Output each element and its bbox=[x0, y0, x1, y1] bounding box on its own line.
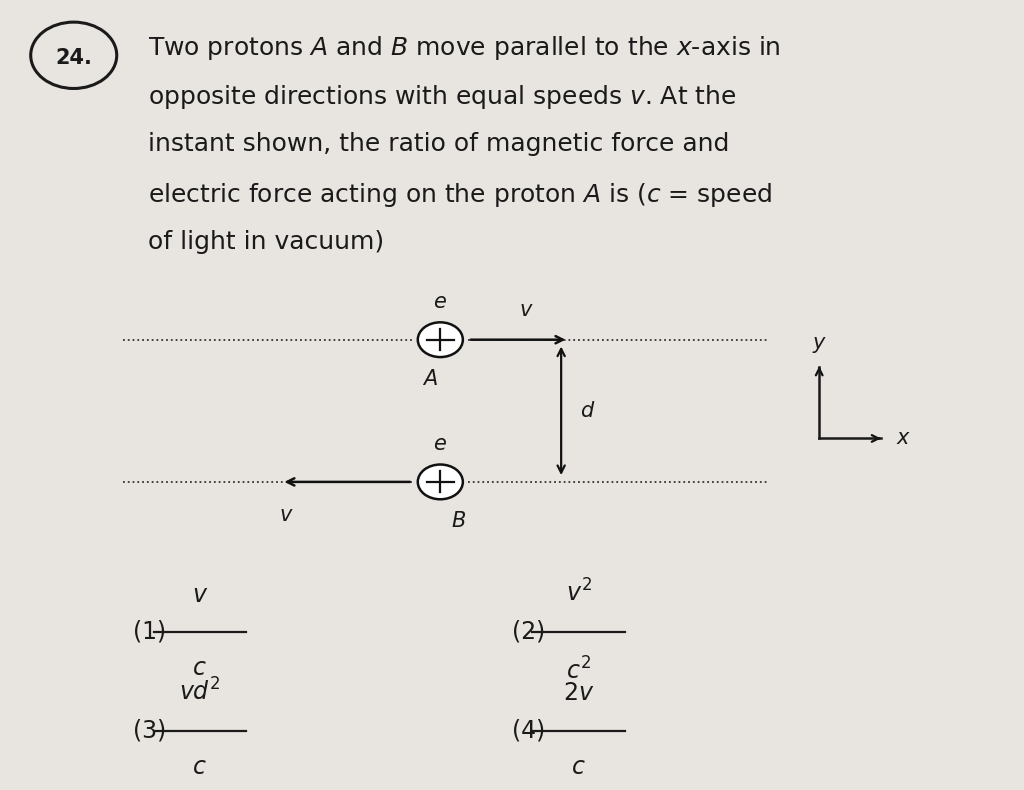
Text: $c$: $c$ bbox=[193, 657, 207, 680]
Text: $v^2$: $v^2$ bbox=[565, 580, 592, 607]
Text: electric force acting on the proton $A$ is ($c$ = speed: electric force acting on the proton $A$ … bbox=[148, 181, 772, 209]
Text: 24.: 24. bbox=[55, 47, 92, 68]
Text: (2): (2) bbox=[512, 620, 545, 644]
Text: $A$: $A$ bbox=[422, 369, 438, 389]
Text: $v$: $v$ bbox=[280, 506, 294, 525]
Text: $e$: $e$ bbox=[433, 293, 447, 312]
Text: opposite directions with equal speeds $v$. At the: opposite directions with equal speeds $v… bbox=[148, 83, 737, 111]
Text: $c$: $c$ bbox=[193, 756, 207, 779]
Text: $y$: $y$ bbox=[812, 336, 826, 356]
Text: $v$: $v$ bbox=[518, 301, 534, 320]
Circle shape bbox=[418, 322, 463, 357]
Circle shape bbox=[418, 465, 463, 499]
Text: instant shown, the ratio of magnetic force and: instant shown, the ratio of magnetic for… bbox=[148, 132, 730, 156]
Text: $B$: $B$ bbox=[452, 511, 466, 531]
Text: $vd^2$: $vd^2$ bbox=[179, 679, 220, 705]
Text: $d$: $d$ bbox=[580, 401, 595, 421]
Text: $v$: $v$ bbox=[191, 584, 208, 607]
Text: $e$: $e$ bbox=[433, 435, 447, 454]
Text: $c^2$: $c^2$ bbox=[566, 657, 591, 684]
Text: (3): (3) bbox=[133, 719, 166, 743]
Text: $c$: $c$ bbox=[571, 756, 586, 779]
Text: Two protons $A$ and $B$ move parallel to the $x$-axis in: Two protons $A$ and $B$ move parallel to… bbox=[148, 34, 781, 62]
Text: $2v$: $2v$ bbox=[563, 683, 594, 705]
Text: $x$: $x$ bbox=[896, 429, 911, 448]
Text: (1): (1) bbox=[133, 620, 166, 644]
Text: (4): (4) bbox=[512, 719, 545, 743]
Text: of light in vacuum): of light in vacuum) bbox=[148, 230, 385, 254]
